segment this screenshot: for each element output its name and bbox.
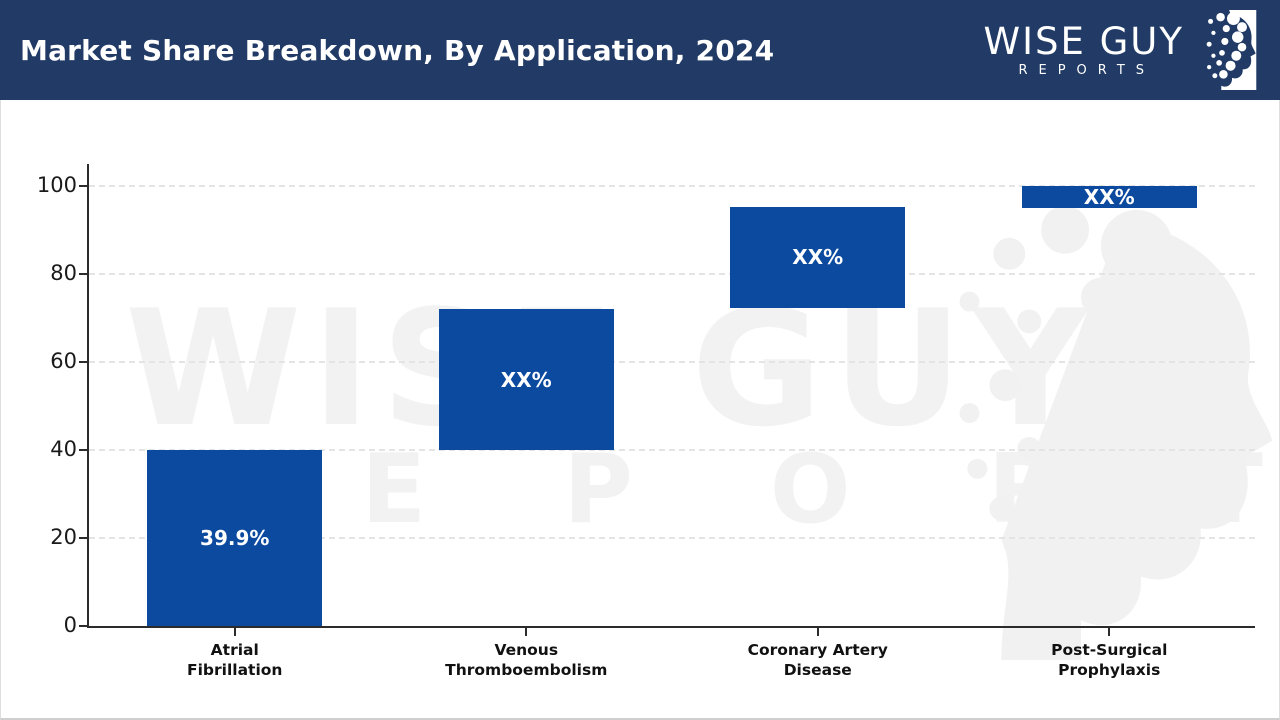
x-tick-mark bbox=[816, 628, 819, 636]
x-tick-label-line: Thromboembolism bbox=[445, 661, 608, 679]
logo-wordmark: WISE GUY bbox=[983, 20, 1184, 63]
y-tick-label: 20 bbox=[50, 525, 77, 549]
y-tick-mark bbox=[79, 625, 87, 627]
x-tick-mark bbox=[233, 628, 236, 636]
page-title: Market Share Breakdown, By Application, … bbox=[20, 33, 775, 67]
x-tick-label-line: Prophylaxis bbox=[1058, 661, 1161, 679]
bar-value-label: XX% bbox=[500, 367, 552, 392]
x-tick-label-line: Fibrillation bbox=[187, 661, 283, 679]
x-axis-spine bbox=[87, 626, 1255, 628]
y-tick-mark bbox=[79, 537, 87, 539]
x-tick-mark bbox=[1108, 628, 1111, 636]
grid-line bbox=[89, 361, 1255, 363]
grid-line bbox=[89, 273, 1255, 275]
x-tick-label: Coronary Artery Disease bbox=[668, 640, 968, 680]
x-tick-label: Venous Thromboembolism bbox=[376, 640, 676, 680]
bar-value-label: 39.9% bbox=[200, 526, 270, 551]
header: Market Share Breakdown, By Application, … bbox=[0, 0, 1280, 100]
grid-line bbox=[89, 537, 1255, 539]
y-tick-label: 0 bbox=[63, 613, 77, 637]
y-tick-label: 80 bbox=[50, 261, 77, 285]
y-axis-spine bbox=[87, 164, 89, 628]
x-tick-label-line: Venous bbox=[494, 641, 559, 659]
y-tick-mark bbox=[79, 449, 87, 451]
bar: XX% bbox=[438, 309, 614, 450]
chart-area: WISE GUY R E P O R T S 39.9%XX%XX%XX% 02… bbox=[0, 100, 1280, 720]
x-tick-label-line: Coronary Artery bbox=[747, 641, 888, 659]
x-tick-label: Post-Surgical Prophylaxis bbox=[959, 640, 1259, 680]
bar: XX% bbox=[730, 207, 906, 308]
x-tick-label-line: Atrial bbox=[210, 641, 259, 659]
y-tick-mark bbox=[79, 273, 87, 275]
y-tick-mark bbox=[79, 185, 87, 187]
wise-guy-logo: WISE GUY REPORTS bbox=[984, 10, 1258, 90]
x-tick-label-line: Disease bbox=[783, 661, 852, 679]
bar-value-label: XX% bbox=[792, 245, 844, 270]
x-tick-label: Atrial Fibrillation bbox=[85, 640, 385, 680]
y-tick-label: 40 bbox=[50, 437, 77, 461]
y-tick-mark bbox=[79, 361, 87, 363]
logo-subtitle: REPORTS bbox=[1018, 63, 1156, 78]
logo-head-icon bbox=[1206, 10, 1257, 90]
plot-area: 39.9% XX% XX% XX% bbox=[87, 164, 1255, 628]
x-tick-mark bbox=[525, 628, 528, 636]
grid-line bbox=[89, 185, 1255, 187]
x-tick-label-line: Post-Surgical bbox=[1051, 641, 1168, 659]
grid-line bbox=[89, 449, 1255, 451]
bar-value-label: XX% bbox=[1083, 185, 1135, 209]
bar: XX% bbox=[1021, 185, 1197, 209]
y-tick-label: 60 bbox=[50, 349, 77, 373]
y-tick-label: 100 bbox=[36, 173, 77, 197]
bar: 39.9% bbox=[147, 450, 323, 626]
